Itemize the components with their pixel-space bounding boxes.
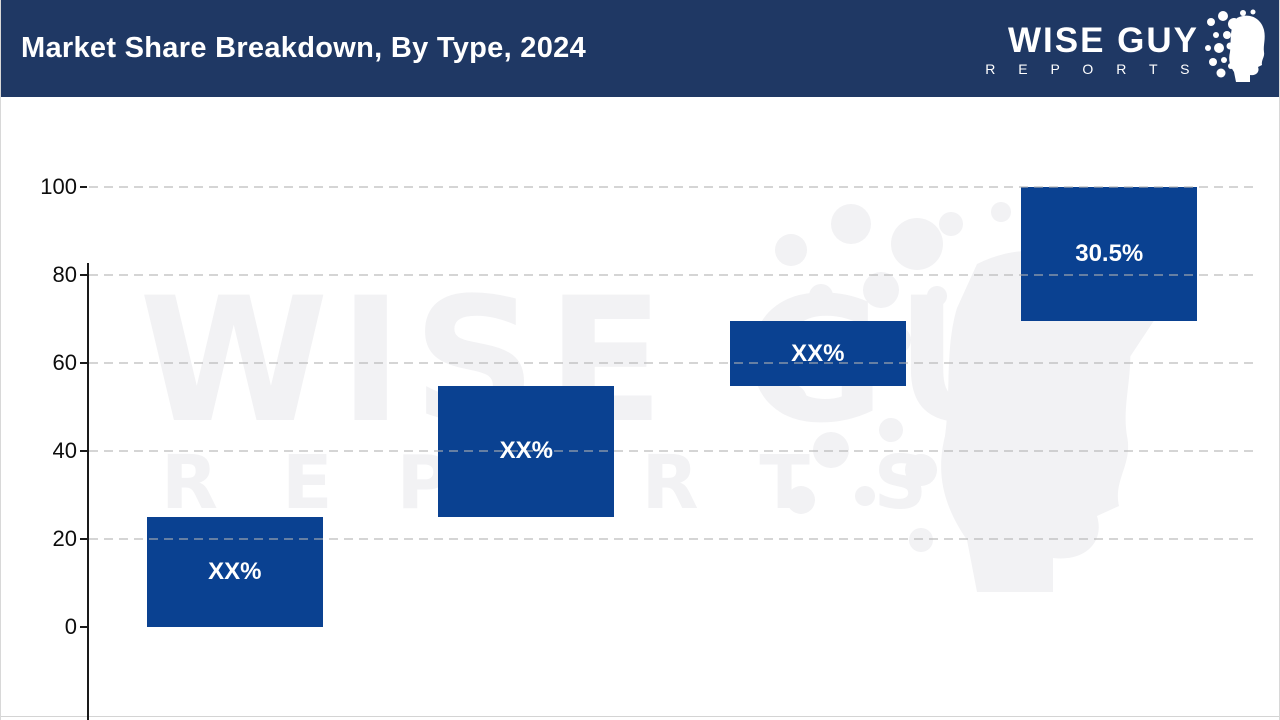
y-tick-label: 80 bbox=[52, 262, 77, 287]
y-tick bbox=[80, 186, 87, 188]
bar bbox=[729, 321, 906, 386]
y-tick bbox=[80, 626, 87, 628]
chart-title: Market Share Breakdown, By Type, 2024 bbox=[21, 32, 587, 64]
grid-line bbox=[89, 274, 1255, 276]
brand-logo: WISE GUY R E P O R T S bbox=[981, 6, 1267, 92]
grid-line bbox=[89, 362, 1255, 364]
bar-label: XX% bbox=[208, 558, 262, 585]
y-tick bbox=[80, 362, 87, 364]
y-axis-line bbox=[87, 263, 89, 720]
y-tick-label: 100 bbox=[40, 174, 77, 199]
brand-subname: R E P O R T S bbox=[985, 60, 1199, 77]
bar-label: XX% bbox=[499, 437, 553, 465]
y-tick-label: 40 bbox=[52, 438, 77, 463]
y-tick-label: 60 bbox=[52, 350, 77, 375]
logo-face-icon bbox=[1205, 9, 1265, 82]
y-tick-label: 0 bbox=[64, 614, 77, 639]
grid-line bbox=[89, 186, 1255, 188]
bar bbox=[1021, 187, 1198, 322]
y-tick bbox=[80, 274, 87, 276]
bar-label: XX% bbox=[791, 339, 845, 367]
brand-name: WISE GUY bbox=[1007, 20, 1199, 60]
bar bbox=[146, 517, 323, 627]
y-tick-label: 20 bbox=[52, 526, 77, 551]
y-tick bbox=[80, 450, 87, 452]
brand-logo-text: WISE GUY R E P O R T S bbox=[981, 20, 1199, 77]
y-tick bbox=[80, 538, 87, 540]
bar-label: 30.5% bbox=[1075, 240, 1144, 268]
bottom-border bbox=[1, 716, 1279, 717]
grid-line bbox=[89, 450, 1255, 452]
header-bar: Market Share Breakdown, By Type, 2024 WI… bbox=[1, 0, 1279, 97]
grid-line bbox=[89, 538, 1255, 540]
